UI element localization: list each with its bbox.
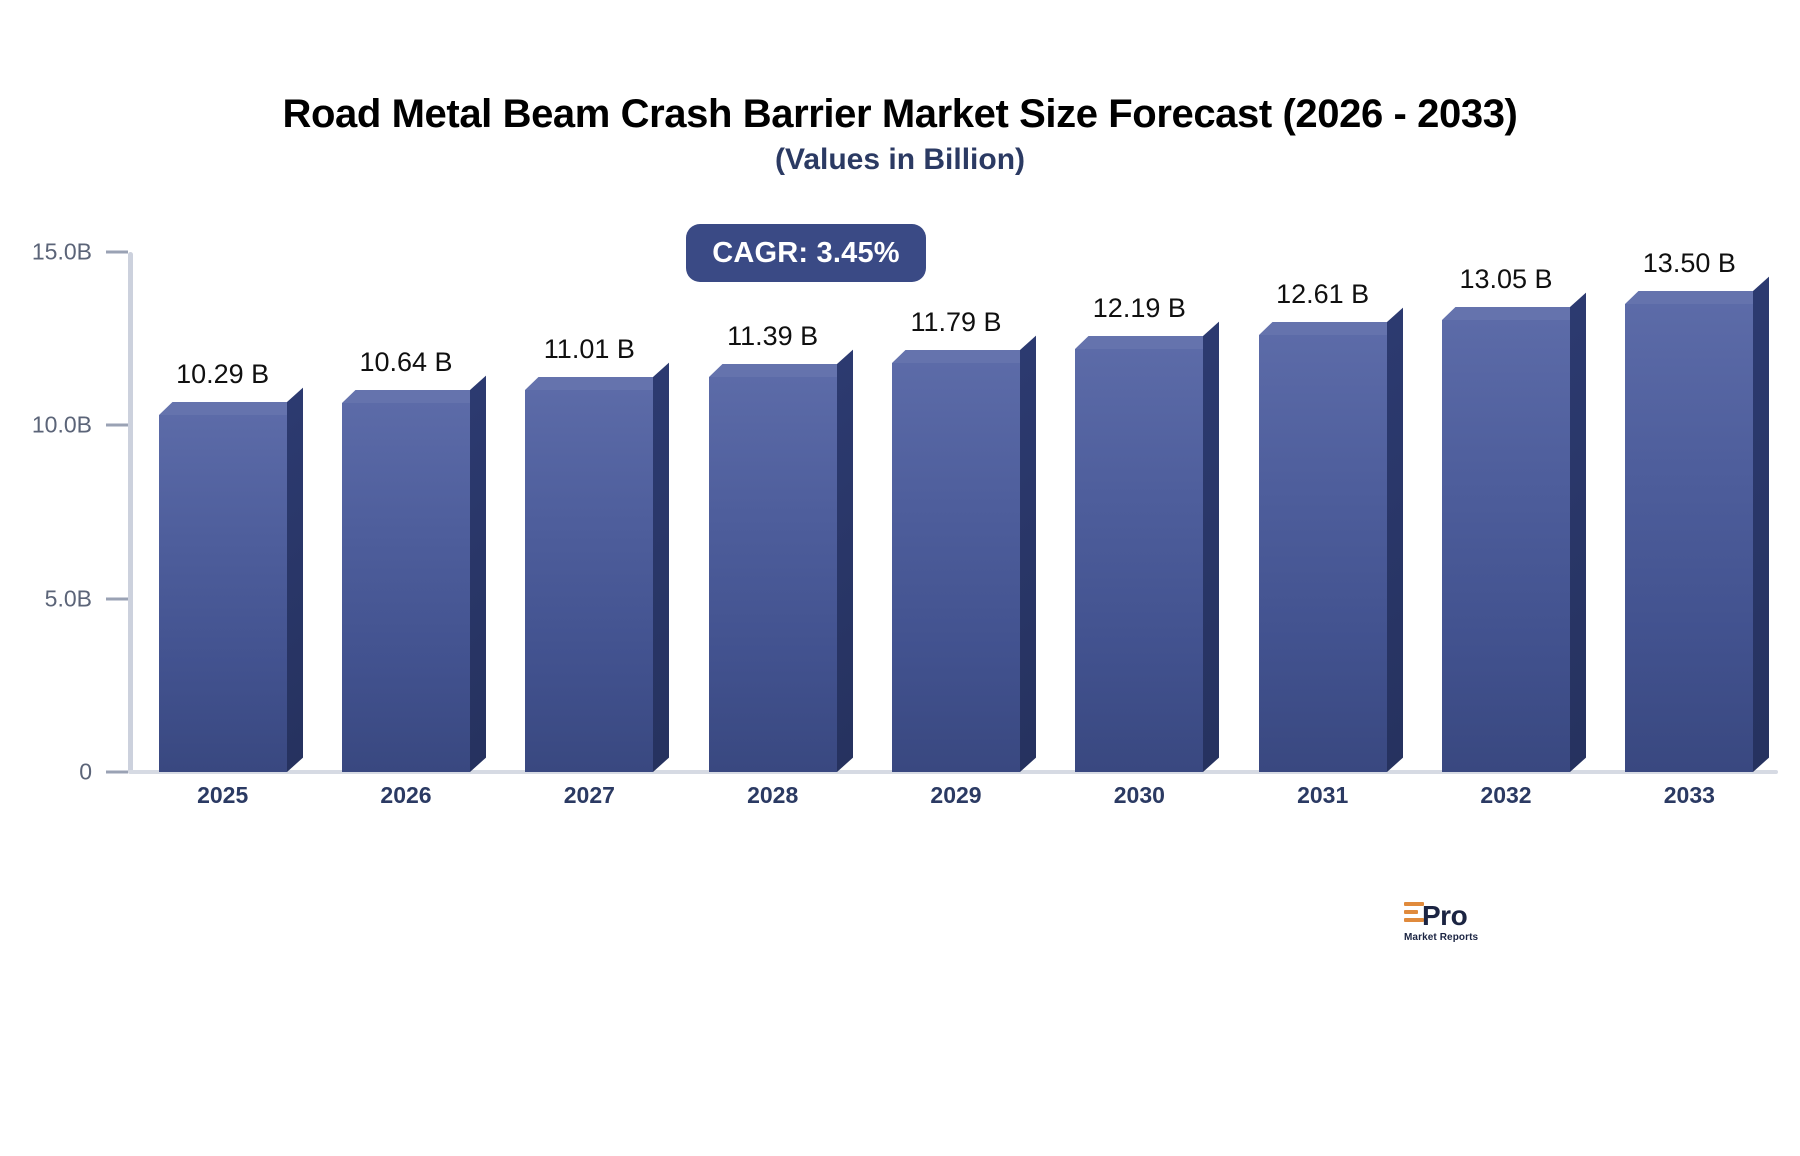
bar-value-label: 10.29 B — [176, 359, 270, 390]
y-axis-line — [128, 252, 133, 774]
x-axis-tick-label: 2028 — [747, 782, 799, 808]
bar-value-label: 11.79 B — [910, 307, 1002, 338]
bar[interactable]: 13.50 B — [1625, 248, 1770, 772]
y-axis-tick-dash — [106, 597, 128, 601]
y-axis-tick-label: 5.0B — [44, 585, 92, 612]
x-axis-tick-label: 2033 — [1663, 782, 1715, 808]
bar-value-label: 12.19 B — [1092, 293, 1186, 324]
y-axis-tick: 5.0B — [0, 585, 128, 612]
bar-top-face — [892, 350, 1034, 364]
bar-front-face — [525, 390, 654, 772]
y-axis-tick-label: 15.0B — [31, 238, 92, 265]
bar-side-face — [1753, 276, 1770, 772]
bar-front-face — [1625, 304, 1754, 772]
bar-top-face — [1258, 321, 1401, 335]
x-axis-tick-label: 2032 — [1480, 782, 1532, 808]
x-axis-tick-label: 2025 — [197, 782, 249, 808]
cagr-badge-label: CAGR: 3.45% — [712, 236, 900, 269]
y-axis-tick-dash — [106, 250, 128, 254]
bar-side-face — [1570, 292, 1586, 772]
bar[interactable]: 13.05 B — [1442, 264, 1586, 772]
x-axis-line — [128, 770, 1778, 774]
bar-side-face — [836, 349, 853, 772]
bar-top-face — [525, 377, 667, 391]
bar-top-face — [1442, 306, 1584, 320]
bar-front-face — [342, 403, 470, 772]
x-axis-tick-label: 2026 — [380, 782, 432, 808]
bar-value-label: 11.01 B — [543, 334, 635, 365]
bar[interactable]: 11.79 B — [892, 307, 1036, 772]
bar-front-face — [708, 377, 837, 772]
bar-side-face — [1386, 307, 1403, 772]
bar-value-label: 12.61 B — [1276, 278, 1370, 309]
y-axis-tick: 15.0B — [0, 239, 128, 266]
x-axis-tick-label: 2031 — [1297, 782, 1349, 808]
cagr-badge: CAGR: 3.45% — [686, 224, 926, 282]
chart-title: Road Metal Beam Crash Barrier Market Siz… — [282, 92, 1518, 136]
y-axis-tick-dash — [106, 770, 128, 774]
bar[interactable]: 11.01 B — [525, 334, 670, 772]
bar-side-face — [286, 387, 303, 772]
bar[interactable]: 12.61 B — [1258, 279, 1403, 772]
y-axis-tick-label: 0 — [79, 758, 92, 785]
bar-value-label: 13.05 B — [1459, 263, 1553, 294]
bar-value-label: 11.39 B — [727, 321, 819, 352]
x-axis-tick-label: 2030 — [1113, 782, 1165, 808]
logo-name: Pro — [1422, 900, 1468, 931]
logo-bars-icon — [1404, 902, 1426, 928]
bar[interactable]: 12.19 B — [1075, 293, 1220, 772]
bar-value-label: 10.64 B — [359, 347, 453, 378]
y-axis-tick-dash — [106, 423, 128, 427]
bar-side-face — [653, 362, 670, 772]
bar[interactable]: 10.29 B — [158, 359, 303, 772]
bar[interactable]: 11.39 B — [708, 321, 853, 772]
bar-side-face — [470, 375, 486, 772]
bar[interactable]: 10.64 B — [342, 347, 486, 772]
bar-front-face — [1442, 319, 1570, 772]
bar-front-face — [1075, 349, 1204, 772]
bar-value-label: 13.50 B — [1642, 248, 1736, 278]
y-axis-tick-label: 10.0B — [31, 411, 92, 438]
bar-front-face — [892, 363, 1020, 772]
y-axis-tick: 10.0B — [0, 412, 128, 439]
bar-top-face — [1625, 291, 1767, 304]
bar-side-face — [1203, 321, 1220, 772]
y-axis-tick: 0 — [0, 759, 128, 786]
bar-side-face — [1020, 335, 1036, 772]
x-axis-tick-label: 2029 — [930, 782, 982, 808]
bar-top-face — [158, 402, 301, 416]
logo: Pro Market Reports — [1404, 900, 1484, 958]
bar-front-face — [1258, 334, 1387, 772]
bar-front-face — [158, 415, 287, 772]
x-axis-tick-label: 2027 — [563, 782, 615, 808]
bar-top-face — [708, 364, 851, 378]
logo-tagline: Market Reports — [1404, 932, 1479, 943]
bar-top-face — [1075, 336, 1217, 350]
bar-top-face — [342, 390, 484, 404]
chart-subtitle: (Values in Billion) — [774, 143, 1026, 176]
